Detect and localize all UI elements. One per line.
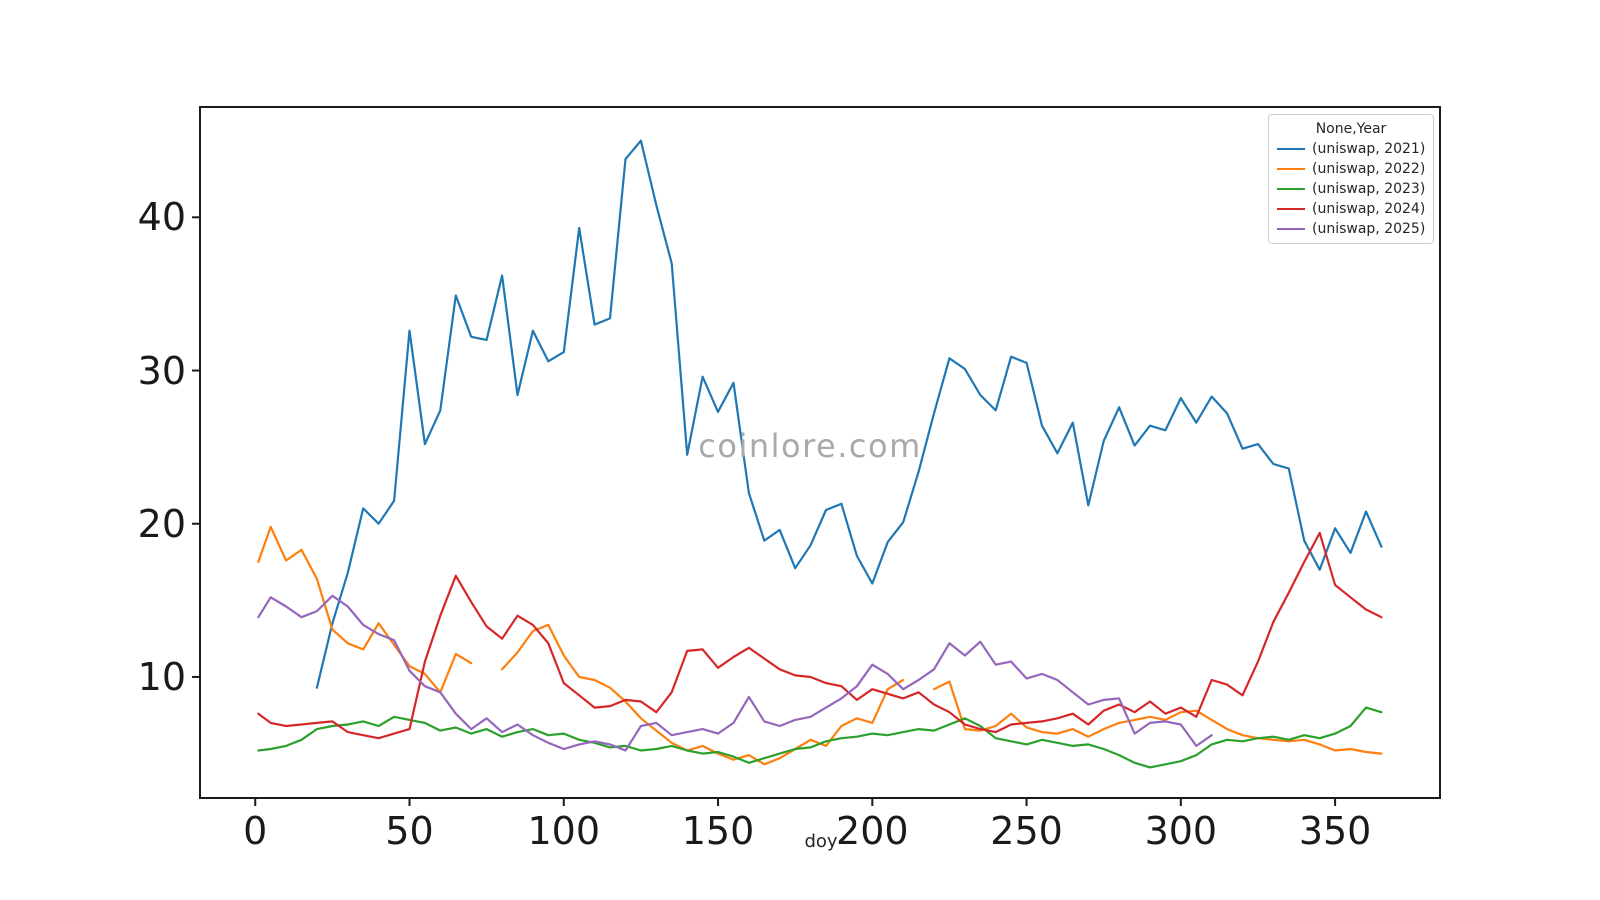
legend-entry: (uniswap, 2021) (1277, 139, 1425, 159)
x-tick-label: 50 (385, 809, 434, 853)
legend-entry-label: (uniswap, 2024) (1312, 201, 1426, 217)
legend-entry: (uniswap, 2025) (1277, 219, 1425, 239)
legend-entry-label: (uniswap, 2021) (1312, 141, 1426, 157)
watermark: coinlore.com (698, 427, 922, 465)
legend-line-swatch (1277, 228, 1305, 230)
legend-entry: (uniswap, 2024) (1277, 199, 1425, 219)
legend-line-swatch (1277, 188, 1305, 190)
y-tick-label: 30 (137, 348, 186, 393)
plot-border (199, 106, 1441, 799)
legend-entry-label: (uniswap, 2025) (1312, 221, 1426, 237)
series-line-2022 (257, 525, 1383, 766)
legend-entry-label: (uniswap, 2022) (1312, 161, 1426, 177)
legend-entry-label: (uniswap, 2023) (1312, 181, 1426, 197)
series-line-2021 (315, 139, 1383, 689)
legend-entry: (uniswap, 2022) (1277, 159, 1425, 179)
x-tick-label: 250 (990, 809, 1063, 853)
legend: None,Year (uniswap, 2021) (uniswap, 2022)… (1268, 114, 1434, 244)
legend-entry: (uniswap, 2023) (1277, 179, 1425, 199)
series-line-2023 (257, 706, 1383, 769)
x-tick-label: 300 (1144, 809, 1218, 853)
x-tick-label: 100 (527, 809, 601, 853)
x-tick-label: 0 (243, 809, 268, 853)
legend-line-swatch (1277, 168, 1305, 170)
y-tick-label: 20 (137, 501, 186, 546)
x-tick-label: 150 (681, 809, 755, 853)
legend-line-swatch (1277, 148, 1305, 150)
legend-entries: (uniswap, 2021) (uniswap, 2022) (uniswap, … (1277, 139, 1425, 239)
x-tick-label: 350 (1298, 809, 1372, 853)
y-tick-label: 10 (137, 654, 186, 699)
x-axis-label: doy (804, 831, 838, 852)
series-line-2024 (257, 531, 1383, 740)
legend-title: None,Year (1315, 121, 1387, 137)
series-line-2025 (257, 594, 1213, 752)
legend-line-swatch (1277, 208, 1305, 210)
y-tick-label: 40 (137, 195, 186, 240)
x-tick-label: 200 (836, 809, 909, 853)
